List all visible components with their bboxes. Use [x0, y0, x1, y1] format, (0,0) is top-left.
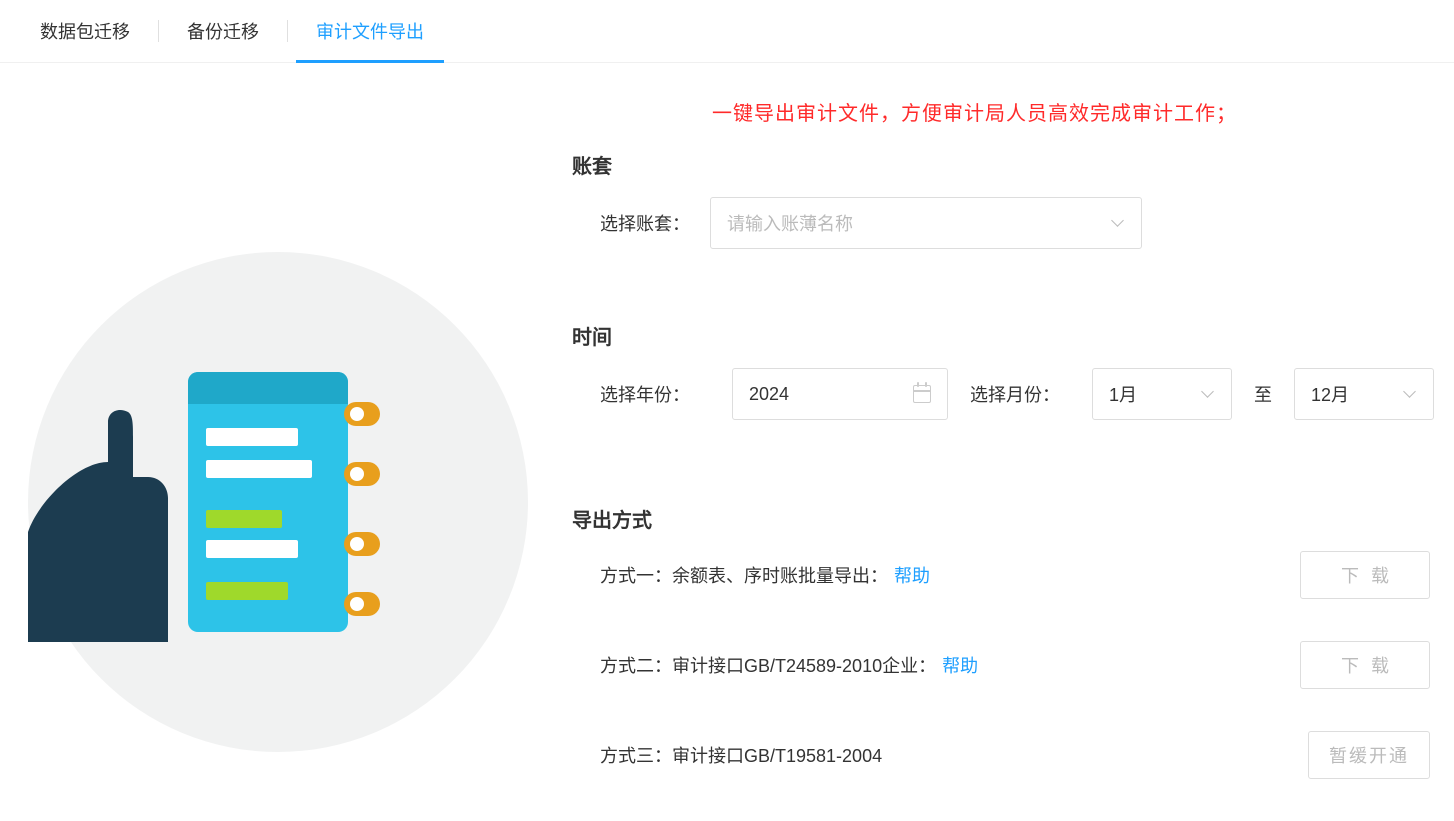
year-label: 选择年份： — [600, 381, 710, 407]
account-select[interactable]: 请输入账薄名称 — [710, 197, 1142, 249]
method-3-text: 审计接口GB/T19581-2004 — [672, 742, 882, 768]
month-to-value: 12月 — [1311, 381, 1403, 407]
calendar-icon — [913, 385, 931, 403]
tab-label: 备份迁移 — [187, 22, 259, 42]
month-to-select[interactable]: 12月 — [1294, 368, 1434, 420]
month-label: 选择月份： — [970, 381, 1070, 407]
tab-bar: 数据包迁移 备份迁移 审计文件导出 — [0, 0, 1454, 63]
chevron-down-icon — [1111, 216, 1125, 230]
tab-label: 数据包迁移 — [40, 22, 130, 42]
section-title-account: 账套 — [572, 150, 1434, 179]
method-2-text: 审计接口GB/T24589-2010企业： — [672, 652, 936, 678]
month-from-value: 1月 — [1109, 381, 1201, 407]
tab-audit-export[interactable]: 审计文件导出 — [296, 0, 444, 62]
tab-backup-migration[interactable]: 备份迁移 — [167, 0, 279, 62]
method-2-prefix: 方式二： — [600, 652, 672, 678]
account-select-label: 选择账套： — [600, 210, 710, 236]
tab-label: 审计文件导出 — [316, 22, 424, 42]
hand-icon — [28, 382, 208, 642]
month-from-select[interactable]: 1月 — [1092, 368, 1232, 420]
method-2-help-link[interactable]: 帮助 — [942, 652, 978, 678]
method-1-text: 余额表、序时账批量导出： — [672, 562, 888, 588]
method-3-pending-button[interactable]: 暂缓开通 — [1308, 731, 1430, 779]
chevron-down-icon — [1403, 387, 1417, 401]
year-picker[interactable]: 2024 — [732, 368, 948, 420]
method-1-prefix: 方式一： — [600, 562, 672, 588]
section-title-time: 时间 — [572, 321, 1434, 350]
method-1-help-link[interactable]: 帮助 — [894, 562, 930, 588]
method-2-download-button[interactable]: 下载 — [1300, 641, 1430, 689]
tab-data-package-migration[interactable]: 数据包迁移 — [20, 0, 150, 62]
to-label: 至 — [1254, 381, 1272, 407]
tab-separator — [158, 20, 159, 42]
method-3-prefix: 方式三： — [600, 742, 672, 768]
illustration — [20, 93, 536, 821]
tab-separator — [287, 20, 288, 42]
year-value: 2024 — [749, 384, 913, 405]
section-title-export: 导出方式 — [572, 504, 1434, 533]
chevron-down-icon — [1201, 387, 1215, 401]
method-1-download-button[interactable]: 下载 — [1300, 551, 1430, 599]
account-select-placeholder: 请输入账薄名称 — [727, 210, 1111, 236]
notice-text: 一键导出审计文件，方便审计局人员高效完成审计工作； — [712, 97, 1434, 126]
